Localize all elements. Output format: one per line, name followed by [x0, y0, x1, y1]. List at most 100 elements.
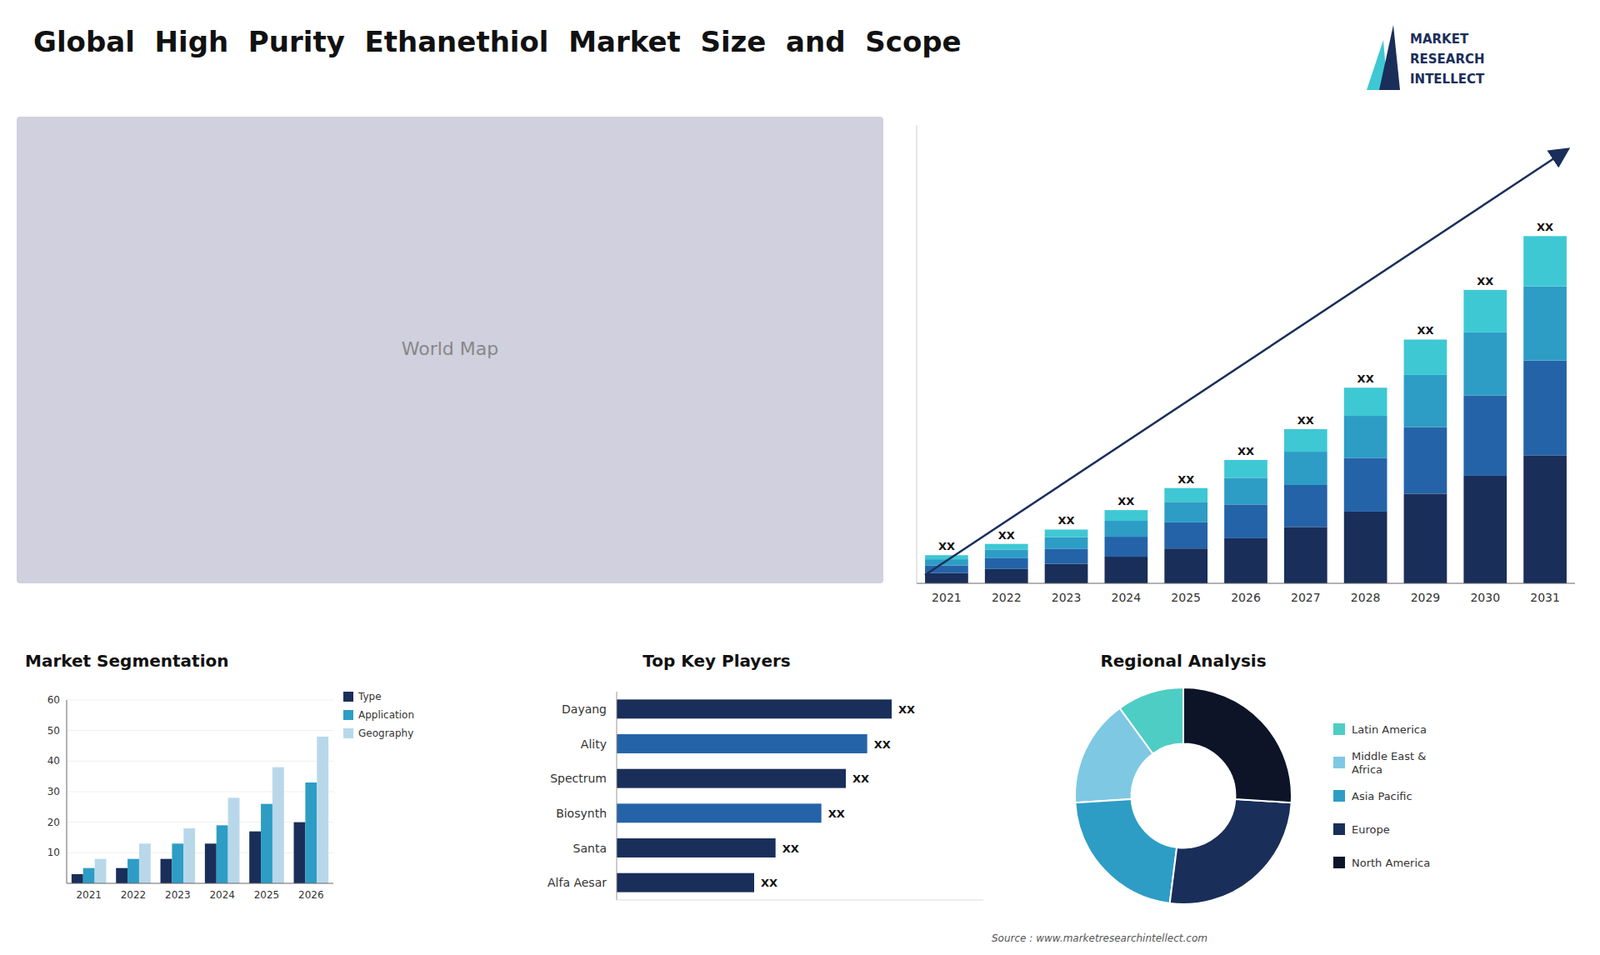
pie-slice — [1183, 687, 1292, 803]
bar-annotation: XX — [1416, 324, 1434, 337]
x-tick-label: 2024 — [1111, 590, 1142, 605]
bar-segment — [1344, 415, 1388, 458]
page-title: Global High Purity Ethanethiol Market Si… — [33, 25, 962, 59]
x-tick-label: 2029 — [1410, 590, 1441, 605]
text-line: Africa — [1351, 763, 1383, 776]
bar-annotation: XX — [938, 540, 955, 553]
bar — [71, 874, 84, 884]
bars — [616, 699, 892, 892]
bar-segment — [1045, 537, 1089, 550]
bar-segment — [1523, 286, 1567, 361]
x-tick-label: 2021 — [931, 590, 962, 605]
map-placeholder: World Map — [401, 338, 499, 360]
bar-segment — [1284, 429, 1328, 452]
bars — [71, 736, 329, 884]
bar — [616, 803, 822, 823]
bar-segment — [1284, 451, 1328, 485]
bar-segment — [925, 573, 969, 584]
bar-annotation: XX — [1536, 220, 1554, 234]
bar-segment — [985, 558, 1029, 570]
bar-segment — [1344, 511, 1388, 584]
x-tick-label: 2026 — [298, 889, 325, 901]
background — [0, 0, 1600, 955]
bar-annotation: XX — [874, 738, 891, 751]
bar — [139, 843, 151, 884]
bar-segment — [1523, 360, 1567, 456]
y-tick-label: Dayang — [561, 702, 607, 716]
bar — [95, 859, 107, 884]
y-tick-label: 40 — [47, 755, 60, 767]
legend-label: Application — [358, 709, 415, 721]
bar-segment — [925, 565, 969, 573]
bar — [316, 736, 329, 884]
x-axis — [66, 883, 334, 885]
legend-swatch — [343, 728, 354, 739]
bar — [205, 843, 217, 884]
bar-annotation: XX — [782, 842, 800, 855]
bar — [228, 797, 240, 884]
x-axis — [616, 900, 984, 901]
bar — [616, 734, 868, 754]
x-axis — [916, 583, 1575, 585]
bar-segment — [1164, 501, 1208, 523]
bar — [183, 828, 195, 884]
x-tick-label: 2023 — [165, 889, 191, 901]
bar — [171, 843, 184, 884]
bar-segment — [1224, 460, 1268, 479]
legend: TypeApplicationGeography — [343, 690, 415, 740]
legend-label: Middle East &Africa — [1351, 750, 1426, 776]
x-tick-label: 2031 — [1530, 590, 1560, 605]
grouped-bar-chart: Market Segmentation102030405060202120222… — [25, 650, 415, 901]
legend-swatch — [1333, 756, 1345, 769]
legend-label: Type — [357, 690, 382, 703]
bar — [160, 859, 173, 884]
x-tick-label: 2022 — [120, 889, 147, 901]
grid-line — [66, 821, 334, 823]
bar-segment — [1344, 387, 1388, 416]
source-text: Source : www.marketresearchintellect.com — [991, 932, 1208, 945]
grid-line — [66, 760, 334, 762]
bar-segment — [1284, 485, 1328, 527]
y-tick-label: 20 — [47, 816, 60, 829]
y-tick-label: 30 — [47, 785, 60, 798]
bars — [925, 235, 1567, 584]
bar-segment — [1105, 520, 1149, 537]
bar-annotation: XX — [1058, 514, 1075, 527]
bar-segment — [1463, 475, 1507, 584]
bar-segment — [1105, 536, 1149, 557]
bar-segment — [1344, 457, 1388, 512]
bar-annotation: XX — [1476, 275, 1494, 288]
stacked-bar-chart: 2021XX2022XX2023XX2024XX2025XX2026XX2027… — [916, 125, 1575, 605]
bar-segment — [985, 569, 1029, 584]
bar-annotation: XX — [1237, 445, 1255, 458]
bar-segment — [1045, 564, 1089, 584]
bar — [249, 831, 261, 884]
y-tick-label: Ality — [580, 737, 607, 751]
bar-segment — [1463, 290, 1507, 333]
x-tick-label: 2025 — [1170, 590, 1201, 605]
bar-segment — [985, 549, 1029, 558]
y-tick-label: Santa — [573, 841, 607, 855]
logo-text: RESEARCH — [1410, 51, 1485, 67]
bar-annotation: XX — [1177, 473, 1195, 486]
x-tick-label: 2021 — [75, 889, 102, 901]
bar-segment — [1404, 375, 1448, 428]
grid-line — [66, 791, 334, 793]
y-tick-label: Alfa Aesar — [547, 875, 607, 890]
text-line: Middle East & — [1351, 750, 1426, 763]
bar-segment — [1284, 526, 1328, 584]
bar-segment — [1404, 493, 1448, 584]
y-tick-label: Spectrum — [550, 771, 607, 785]
bar-annotation: XX — [760, 876, 778, 890]
bar-segment — [1224, 538, 1268, 584]
bar-segment — [1105, 510, 1149, 521]
x-tick-label: 2026 — [1230, 590, 1261, 605]
bar-annotation: XX — [898, 703, 915, 716]
pie-slice — [1170, 799, 1292, 905]
bar-segment — [925, 555, 969, 560]
grid-line — [66, 700, 334, 701]
bar — [272, 767, 285, 884]
bar-annotation: XX — [1357, 372, 1375, 385]
x-tick-label: 2024 — [209, 889, 235, 901]
bar-segment — [1164, 522, 1208, 549]
